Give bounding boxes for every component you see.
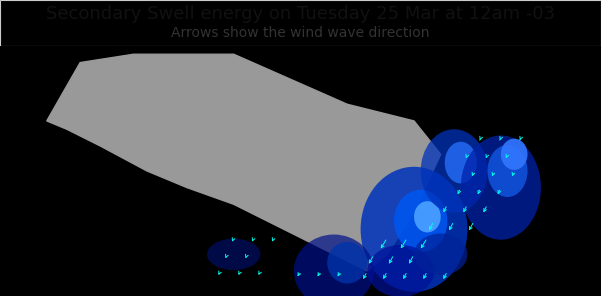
Text: Arrows show the wind wave direction: Arrows show the wind wave direction (171, 26, 430, 40)
Ellipse shape (421, 129, 487, 213)
Ellipse shape (487, 145, 528, 197)
Polygon shape (47, 54, 441, 271)
Ellipse shape (414, 201, 441, 232)
Ellipse shape (414, 234, 468, 275)
Ellipse shape (501, 139, 528, 170)
Ellipse shape (294, 234, 374, 296)
Ellipse shape (207, 239, 260, 270)
Text: Secondary Swell energy on Tuesday 25 Mar at 12am -03: Secondary Swell energy on Tuesday 25 Mar… (46, 5, 555, 23)
Ellipse shape (461, 136, 541, 240)
Ellipse shape (327, 242, 367, 284)
Ellipse shape (445, 142, 477, 184)
Ellipse shape (367, 245, 434, 296)
Ellipse shape (361, 167, 468, 292)
Ellipse shape (394, 190, 447, 252)
